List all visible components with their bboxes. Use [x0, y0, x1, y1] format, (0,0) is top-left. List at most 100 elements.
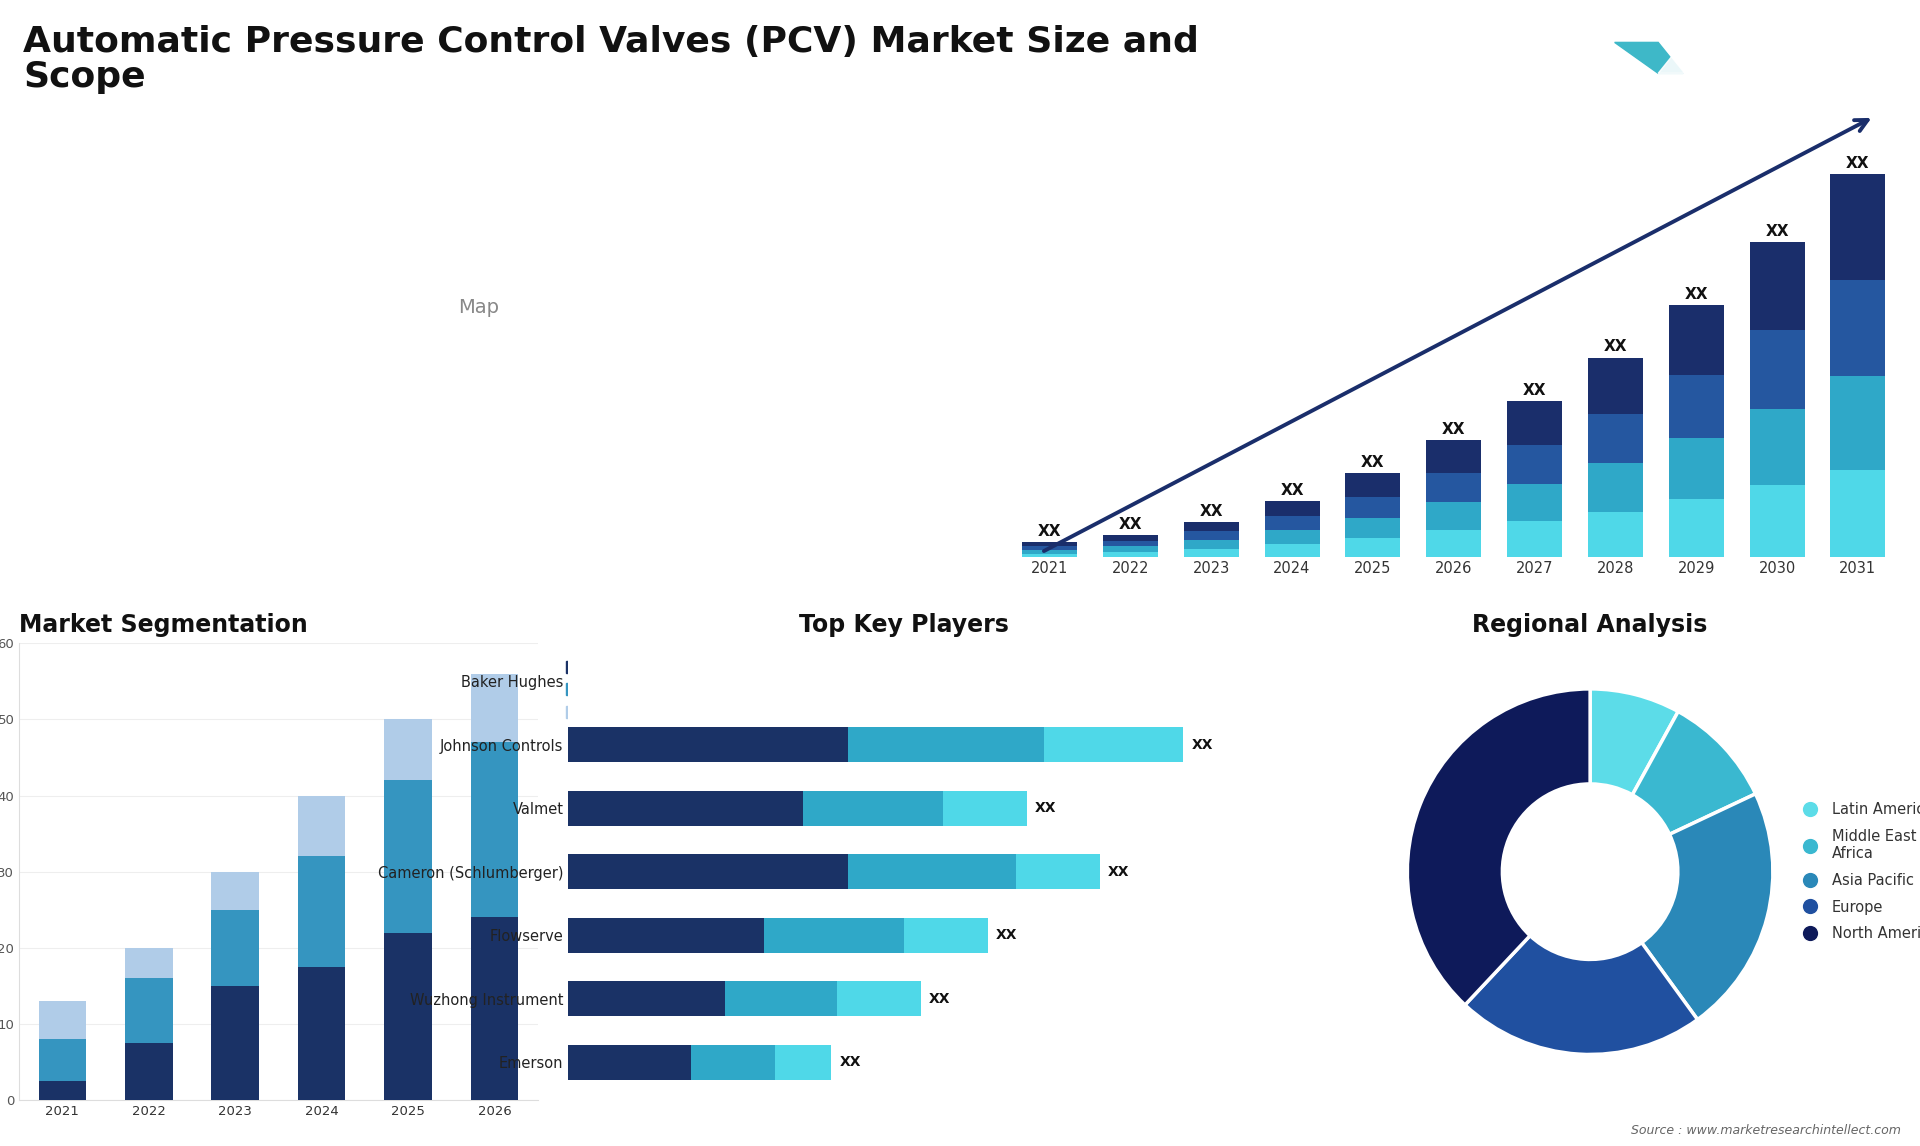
- Bar: [776, 1045, 831, 1080]
- Wedge shape: [1407, 689, 1590, 1005]
- Text: XX: XX: [1603, 339, 1626, 354]
- Text: XX: XX: [1108, 865, 1129, 879]
- Bar: [1830, 174, 1885, 280]
- Bar: [1346, 518, 1400, 537]
- Bar: [1749, 409, 1805, 485]
- Bar: [298, 856, 346, 967]
- Bar: [1427, 472, 1480, 502]
- Bar: [38, 1081, 86, 1100]
- Bar: [1749, 485, 1805, 557]
- Wedge shape: [1590, 689, 1678, 795]
- Bar: [1346, 496, 1400, 518]
- Bar: [568, 918, 764, 952]
- Text: INTELLECT: INTELLECT: [1730, 96, 1801, 110]
- Bar: [803, 791, 943, 825]
- Bar: [1021, 554, 1077, 557]
- Bar: [1346, 537, 1400, 557]
- Bar: [691, 1045, 776, 1080]
- Bar: [125, 979, 173, 1043]
- Wedge shape: [1465, 935, 1697, 1054]
- Text: XX: XX: [1847, 156, 1870, 171]
- Title: Regional Analysis: Regional Analysis: [1473, 613, 1707, 637]
- Bar: [1668, 499, 1724, 557]
- Text: XX: XX: [929, 991, 950, 1005]
- Bar: [1102, 552, 1158, 557]
- Text: XX: XX: [1684, 286, 1709, 301]
- Bar: [1507, 484, 1563, 520]
- Bar: [1185, 549, 1238, 557]
- Text: XX: XX: [1361, 455, 1384, 470]
- Bar: [211, 872, 259, 910]
- Bar: [38, 1002, 86, 1039]
- Legend: Type, Application, Geography: Type, Application, Geography: [566, 660, 674, 721]
- Bar: [211, 910, 259, 986]
- Bar: [568, 1045, 691, 1080]
- Bar: [1588, 463, 1644, 511]
- Bar: [726, 981, 837, 1017]
- Bar: [568, 791, 803, 825]
- Bar: [384, 780, 432, 933]
- Bar: [1830, 470, 1885, 557]
- Wedge shape: [1642, 794, 1772, 1020]
- Bar: [1016, 854, 1100, 889]
- Text: RESEARCH: RESEARCH: [1730, 66, 1801, 80]
- Text: XX: XX: [1119, 517, 1142, 532]
- Text: Scope: Scope: [23, 60, 146, 94]
- Bar: [1830, 280, 1885, 376]
- Bar: [1588, 358, 1644, 414]
- Text: XX: XX: [1281, 482, 1304, 497]
- Text: Automatic Pressure Control Valves (PCV) Market Size and: Automatic Pressure Control Valves (PCV) …: [23, 25, 1198, 60]
- Bar: [849, 854, 1016, 889]
- Bar: [1102, 547, 1158, 552]
- Title: Top Key Players: Top Key Players: [799, 613, 1008, 637]
- Bar: [1102, 535, 1158, 541]
- Bar: [849, 728, 1044, 762]
- Bar: [470, 674, 518, 743]
- Bar: [568, 854, 849, 889]
- Bar: [1044, 728, 1183, 762]
- Bar: [1507, 520, 1563, 557]
- Bar: [1185, 523, 1238, 532]
- Bar: [1749, 330, 1805, 409]
- Bar: [1830, 376, 1885, 470]
- Bar: [904, 918, 987, 952]
- Bar: [384, 720, 432, 780]
- Text: XX: XX: [839, 1055, 860, 1069]
- Text: Source : www.marketresearchintellect.com: Source : www.marketresearchintellect.com: [1630, 1124, 1901, 1137]
- Bar: [298, 967, 346, 1100]
- Polygon shape: [1615, 42, 1684, 73]
- Bar: [1749, 243, 1805, 330]
- Bar: [1668, 439, 1724, 499]
- Bar: [1265, 516, 1319, 531]
- Bar: [470, 743, 518, 918]
- Text: XX: XX: [1039, 524, 1062, 540]
- Bar: [1427, 440, 1480, 472]
- Text: MARKET: MARKET: [1730, 37, 1786, 50]
- Bar: [1346, 473, 1400, 496]
- Bar: [1185, 540, 1238, 549]
- Text: XX: XX: [1764, 225, 1789, 240]
- Bar: [1668, 375, 1724, 439]
- Bar: [1507, 445, 1563, 484]
- Bar: [1668, 305, 1724, 375]
- Text: XX: XX: [1200, 504, 1223, 519]
- Bar: [211, 986, 259, 1100]
- Bar: [568, 981, 726, 1017]
- Bar: [1021, 542, 1077, 545]
- Bar: [1427, 502, 1480, 531]
- Bar: [1265, 501, 1319, 516]
- Text: Map: Map: [459, 298, 499, 316]
- Bar: [125, 948, 173, 979]
- Bar: [568, 728, 849, 762]
- Wedge shape: [1632, 712, 1755, 834]
- Bar: [1102, 541, 1158, 547]
- Bar: [1021, 550, 1077, 554]
- Bar: [298, 795, 346, 856]
- Bar: [1427, 531, 1480, 557]
- Bar: [1588, 511, 1644, 557]
- Bar: [125, 1043, 173, 1100]
- Bar: [1021, 545, 1077, 550]
- Legend: Latin America, Middle East &
Africa, Asia Pacific, Europe, North America: Latin America, Middle East & Africa, Asi…: [1789, 796, 1920, 947]
- Bar: [837, 981, 920, 1017]
- Text: XX: XX: [1523, 383, 1546, 398]
